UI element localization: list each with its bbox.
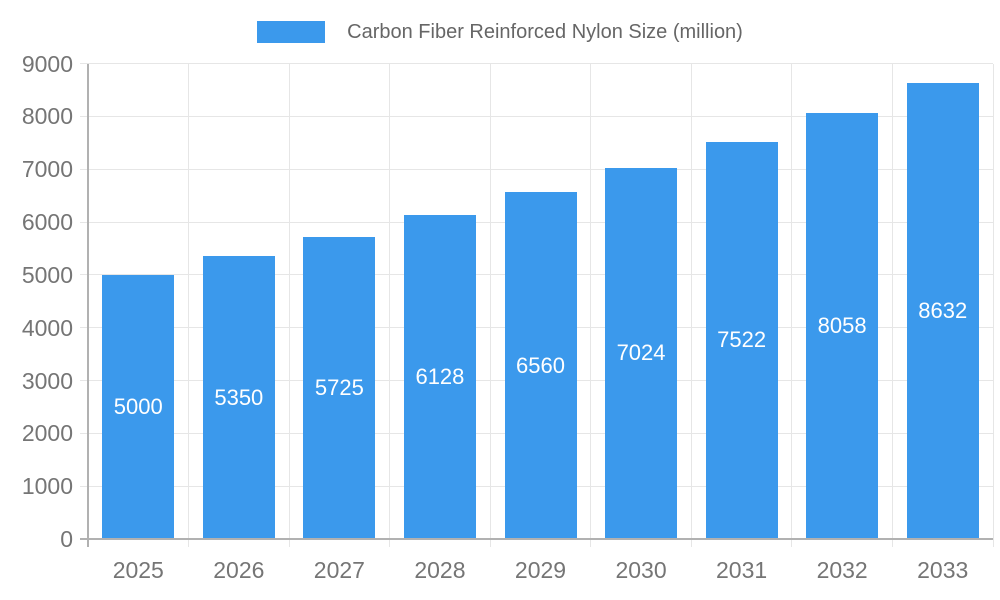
- h-gridline: [80, 168, 993, 170]
- v-gridline: [992, 63, 994, 547]
- bar-value-label: 6560: [516, 352, 565, 378]
- v-gridline: [590, 63, 592, 547]
- x-tick-label: 2026: [213, 557, 265, 583]
- v-gridline: [188, 63, 190, 547]
- v-gridline: [389, 63, 391, 547]
- y-tick-label: 2000: [21, 420, 73, 447]
- bar[interactable]: [303, 236, 376, 539]
- bar[interactable]: [605, 167, 678, 539]
- v-gridline: [791, 63, 793, 547]
- h-gridline: [80, 115, 993, 117]
- y-tick-label: 6000: [21, 209, 73, 235]
- x-tick-label: 2030: [615, 557, 667, 583]
- legend-swatch-icon: [257, 21, 326, 43]
- bar[interactable]: [504, 192, 577, 539]
- y-tick-label: 7000: [21, 156, 73, 183]
- x-tick-label: 2033: [917, 557, 969, 583]
- bar-value-label: 8058: [817, 313, 867, 339]
- y-tick-label: 5000: [21, 261, 73, 288]
- bar[interactable]: [806, 113, 879, 539]
- v-gridline: [891, 63, 893, 547]
- bar-value-label: 7522: [717, 327, 767, 353]
- bar-value-label: 5000: [113, 393, 163, 419]
- y-tick-label: 9000: [21, 50, 73, 77]
- y-tick-label: 4000: [21, 314, 73, 341]
- x-tick-label: 2032: [816, 557, 868, 583]
- bar-value-label: 6128: [415, 364, 465, 390]
- x-tick-label: 2027: [313, 557, 365, 583]
- x-tick-label: 2028: [414, 557, 466, 583]
- x-tick-label: 2029: [514, 557, 567, 583]
- v-gridline: [288, 63, 290, 547]
- bar-value-label: 7024: [616, 340, 666, 366]
- y-axis-line: [87, 63, 89, 547]
- bar-value-label: 5725: [314, 374, 364, 400]
- y-tick-label: 8000: [21, 103, 73, 130]
- v-gridline: [690, 63, 692, 547]
- bar[interactable]: [403, 215, 476, 539]
- y-tick-label: 1000: [21, 473, 73, 500]
- bar[interactable]: [906, 82, 979, 539]
- x-axis-line: [80, 538, 993, 540]
- bar-value-label: 5350: [214, 384, 264, 410]
- legend-label: Carbon Fiber Reinforced Nylon Size (mill…: [347, 20, 743, 43]
- x-tick-label: 2025: [112, 557, 164, 583]
- y-tick-label: 3000: [21, 367, 73, 394]
- bar[interactable]: [705, 141, 778, 539]
- bar-value-label: 8632: [918, 297, 968, 323]
- x-tick-label: 2031: [716, 557, 768, 583]
- bar[interactable]: [202, 256, 275, 539]
- y-tick-label: 0: [60, 526, 73, 552]
- bar[interactable]: [102, 274, 175, 539]
- h-gridline: [80, 63, 993, 64]
- v-gridline: [489, 63, 491, 547]
- chart-legend[interactable]: Carbon Fiber Reinforced Nylon Size (mill…: [0, 20, 1000, 44]
